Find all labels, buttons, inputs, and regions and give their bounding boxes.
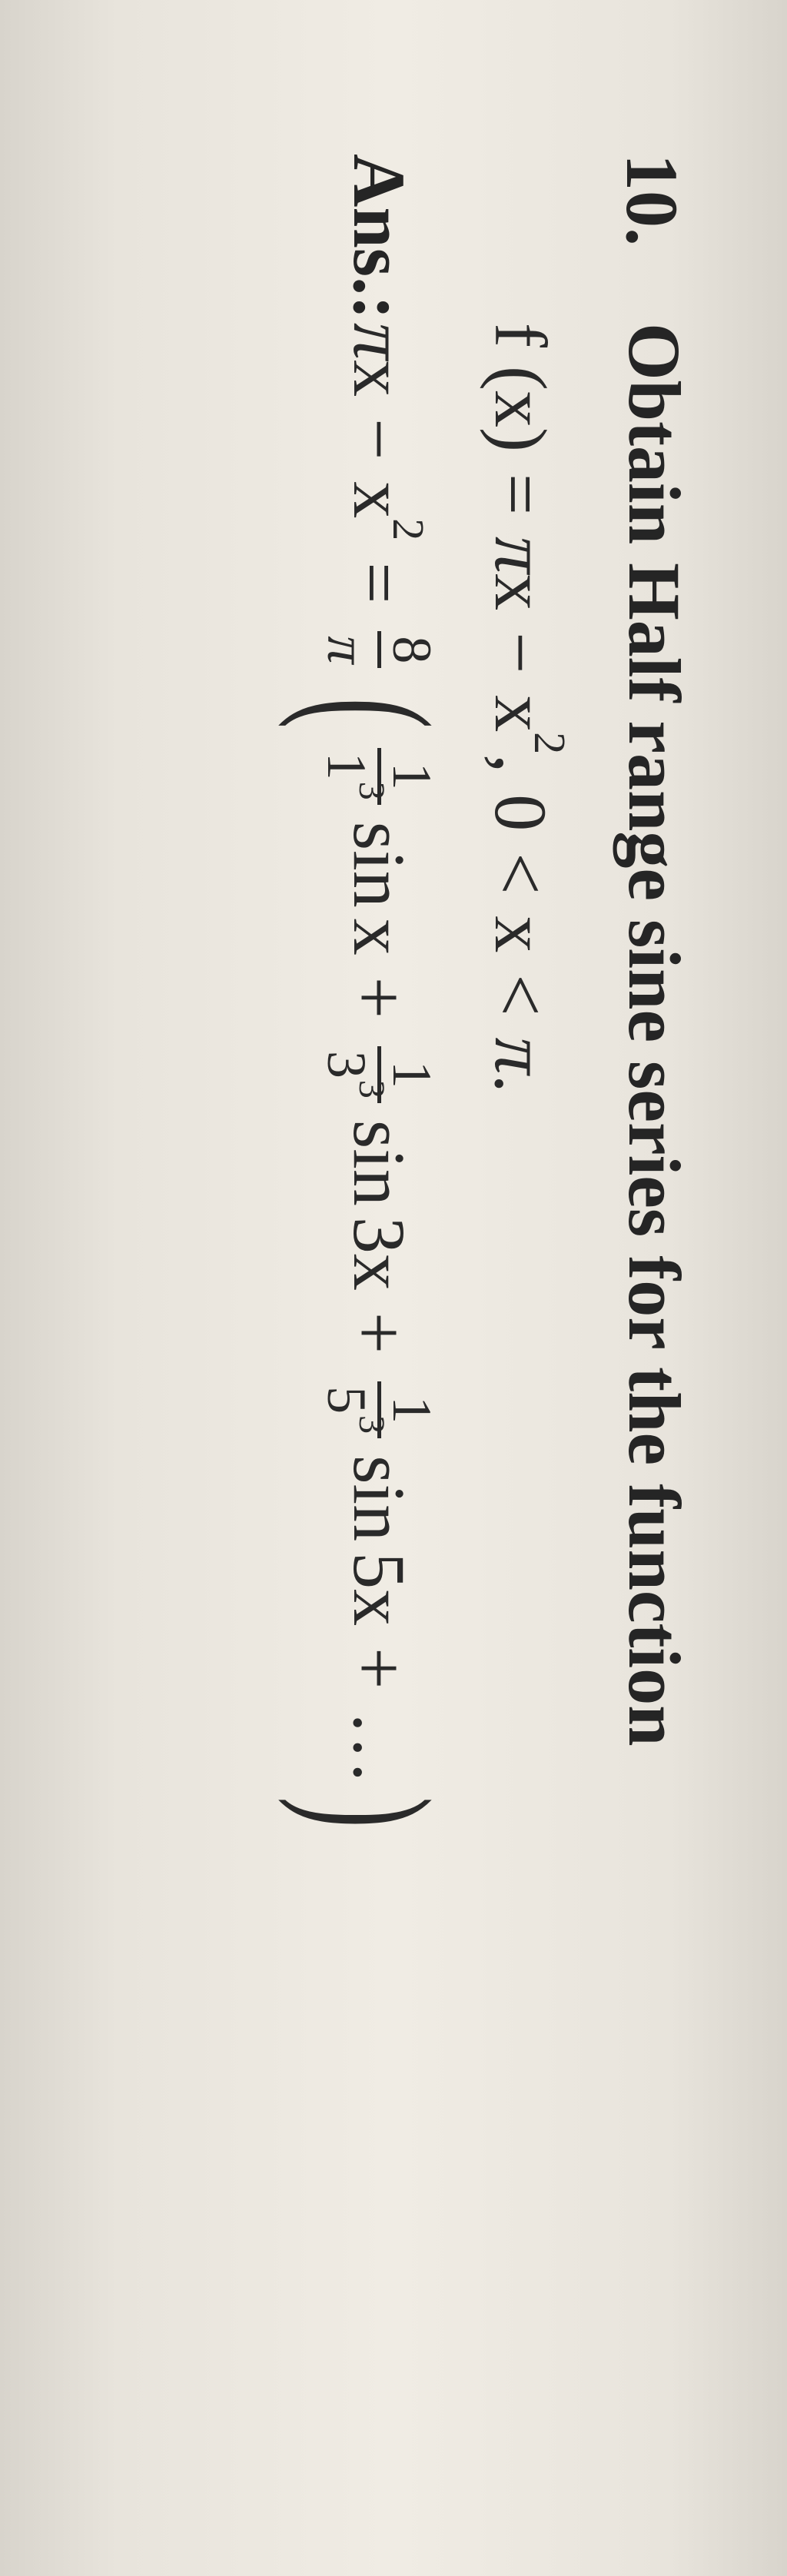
var-x: x bbox=[478, 573, 563, 610]
question-number: 10. bbox=[609, 154, 695, 323]
exponent-2: 2 bbox=[524, 732, 576, 754]
equals-ans: = bbox=[337, 562, 422, 603]
minus-ans: − bbox=[337, 418, 422, 460]
sin-3: sin bbox=[337, 1455, 422, 1541]
pi-ans: π bbox=[337, 323, 422, 360]
x-3: x bbox=[337, 1589, 422, 1626]
ellipsis: … bbox=[337, 1710, 422, 1784]
var-x-ans: x bbox=[337, 360, 422, 397]
fraction-8-over-pi: 8 π bbox=[319, 631, 440, 668]
function-definition: f (x) = π x − x 2 , 0 < x < π . bbox=[478, 323, 563, 2468]
left-paren: ( bbox=[321, 698, 423, 729]
plus-3: + bbox=[337, 1647, 422, 1689]
plus-1: + bbox=[337, 977, 422, 1019]
question-block: 10. Obtain Half range sine series for th… bbox=[609, 154, 695, 2468]
less-than-2: < bbox=[478, 974, 563, 1015]
exp2-ans: 2 bbox=[383, 518, 434, 540]
formula-fx: f (x) = π x − x 2 , 0 < x < π . bbox=[478, 323, 563, 1093]
comma: , bbox=[478, 754, 563, 773]
sin-2: sin bbox=[337, 1120, 422, 1206]
t3-den: 53 bbox=[319, 1381, 381, 1438]
right-paren: ) bbox=[321, 1797, 423, 1828]
answer-block: Ans.: π x − x 2 = 8 π ( 1 13 bbox=[319, 154, 440, 2468]
sin-1: sin bbox=[337, 822, 422, 908]
coef-3: 3 bbox=[337, 1217, 422, 1254]
fx-lhs: f (x) bbox=[478, 323, 563, 452]
question-text: Obtain Half range sine series for the fu… bbox=[613, 323, 695, 1746]
plus-2: + bbox=[337, 1312, 422, 1354]
fraction-1-over-1cubed: 1 13 bbox=[319, 748, 440, 805]
coef-5: 5 bbox=[337, 1552, 422, 1589]
var-x2: x bbox=[478, 695, 563, 732]
t2-den: 33 bbox=[319, 1046, 381, 1103]
answer-formula: π x − x 2 = 8 π ( 1 13 bbox=[319, 323, 440, 1841]
zero: 0 bbox=[478, 794, 563, 831]
period: . bbox=[478, 1075, 563, 1093]
less-than: < bbox=[478, 853, 563, 894]
page-content: 10. Obtain Half range sine series for th… bbox=[0, 0, 787, 2576]
pi-symbol-2: π bbox=[478, 1038, 563, 1075]
pi-symbol: π bbox=[478, 537, 563, 573]
equals: = bbox=[478, 474, 563, 515]
minus: − bbox=[478, 632, 563, 673]
x-2: x bbox=[337, 1254, 422, 1291]
var-x-mid: x bbox=[478, 916, 563, 952]
fraction-1-over-3cubed: 1 33 bbox=[319, 1046, 440, 1103]
var-x2-ans: x bbox=[337, 481, 422, 518]
t1-den: 13 bbox=[319, 748, 381, 805]
fraction-1-over-5cubed: 1 53 bbox=[319, 1381, 440, 1438]
answer-label: Ans.: bbox=[337, 154, 422, 323]
frac-num-8: 8 bbox=[381, 631, 440, 668]
x-1: x bbox=[337, 919, 422, 956]
frac-den-pi: π bbox=[319, 631, 381, 668]
